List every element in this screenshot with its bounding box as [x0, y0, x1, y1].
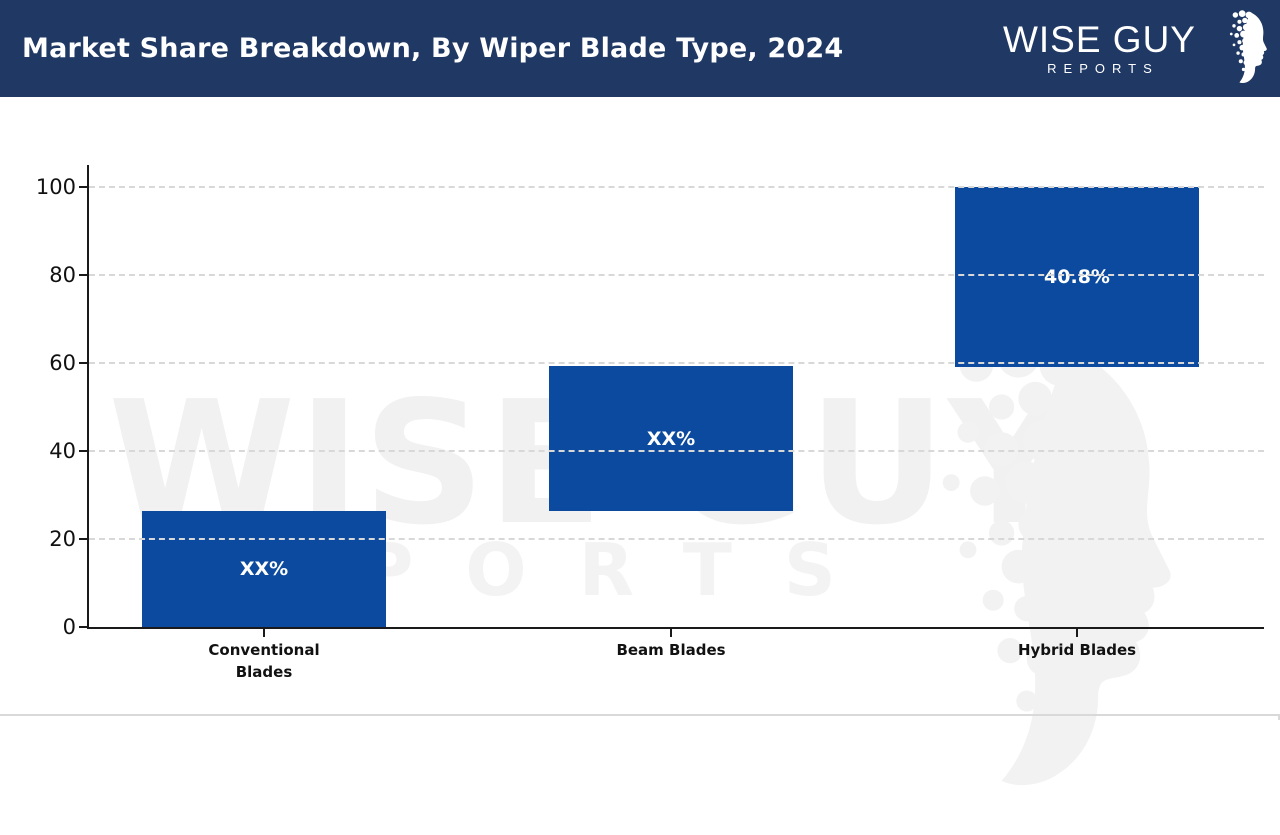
report-chart-page: { "header": { "title": "Market Share Bre…	[0, 0, 1280, 786]
y-tick-mark	[79, 186, 87, 188]
x-category-label: Conventional Blades	[208, 641, 320, 681]
bar-value-label: XX%	[239, 558, 289, 581]
y-tick-label: 60	[49, 351, 76, 375]
bar-value-label: XX%	[646, 427, 696, 450]
gridline-40	[89, 450, 1264, 452]
x-category-label: Beam Blades	[616, 641, 726, 659]
header-bar: Market Share Breakdown, By Wiper Blade T…	[0, 0, 1280, 97]
y-tick-label: 40	[49, 439, 76, 463]
x-category-label: Hybrid Blades	[1017, 641, 1137, 659]
x-tick-mark	[1076, 629, 1078, 637]
x-axis-line	[87, 627, 1264, 629]
gridline-100	[89, 186, 1264, 188]
brand-logo-text: WISE GUY REPORTS	[1003, 21, 1196, 76]
y-tick-label: 20	[49, 527, 76, 551]
gridline-20	[89, 538, 1264, 540]
brand-subtitle: REPORTS	[1047, 61, 1159, 76]
y-tick-label: 80	[49, 263, 76, 287]
y-tick-mark	[79, 538, 87, 540]
y-tick-mark	[79, 362, 87, 364]
gridline-80	[89, 274, 1264, 276]
y-axis-line	[87, 165, 89, 629]
watermark-face-icon	[942, 335, 1171, 786]
y-tick-label: 0	[62, 615, 76, 639]
bar-1: XX%	[142, 511, 386, 627]
bar-3: 40.8%	[955, 187, 1199, 367]
brand-name: WISE GUY	[1002, 19, 1196, 60]
bar-value-label: 40.8%	[1044, 265, 1110, 288]
bottom-border	[0, 714, 1280, 716]
bar-2: XX%	[549, 366, 793, 512]
y-tick-label: 100	[35, 175, 76, 199]
x-tick-mark	[263, 629, 265, 637]
page-title: Market Share Breakdown, By Wiper Blade T…	[22, 33, 844, 64]
gridline-60	[89, 362, 1264, 364]
y-tick-mark	[79, 450, 87, 452]
brand-logo: WISE GUY REPORTS	[1003, 6, 1280, 92]
x-tick-mark	[670, 629, 672, 637]
y-tick-mark	[79, 274, 87, 276]
brand-face-icon	[1229, 9, 1267, 83]
y-tick-mark	[79, 626, 87, 628]
